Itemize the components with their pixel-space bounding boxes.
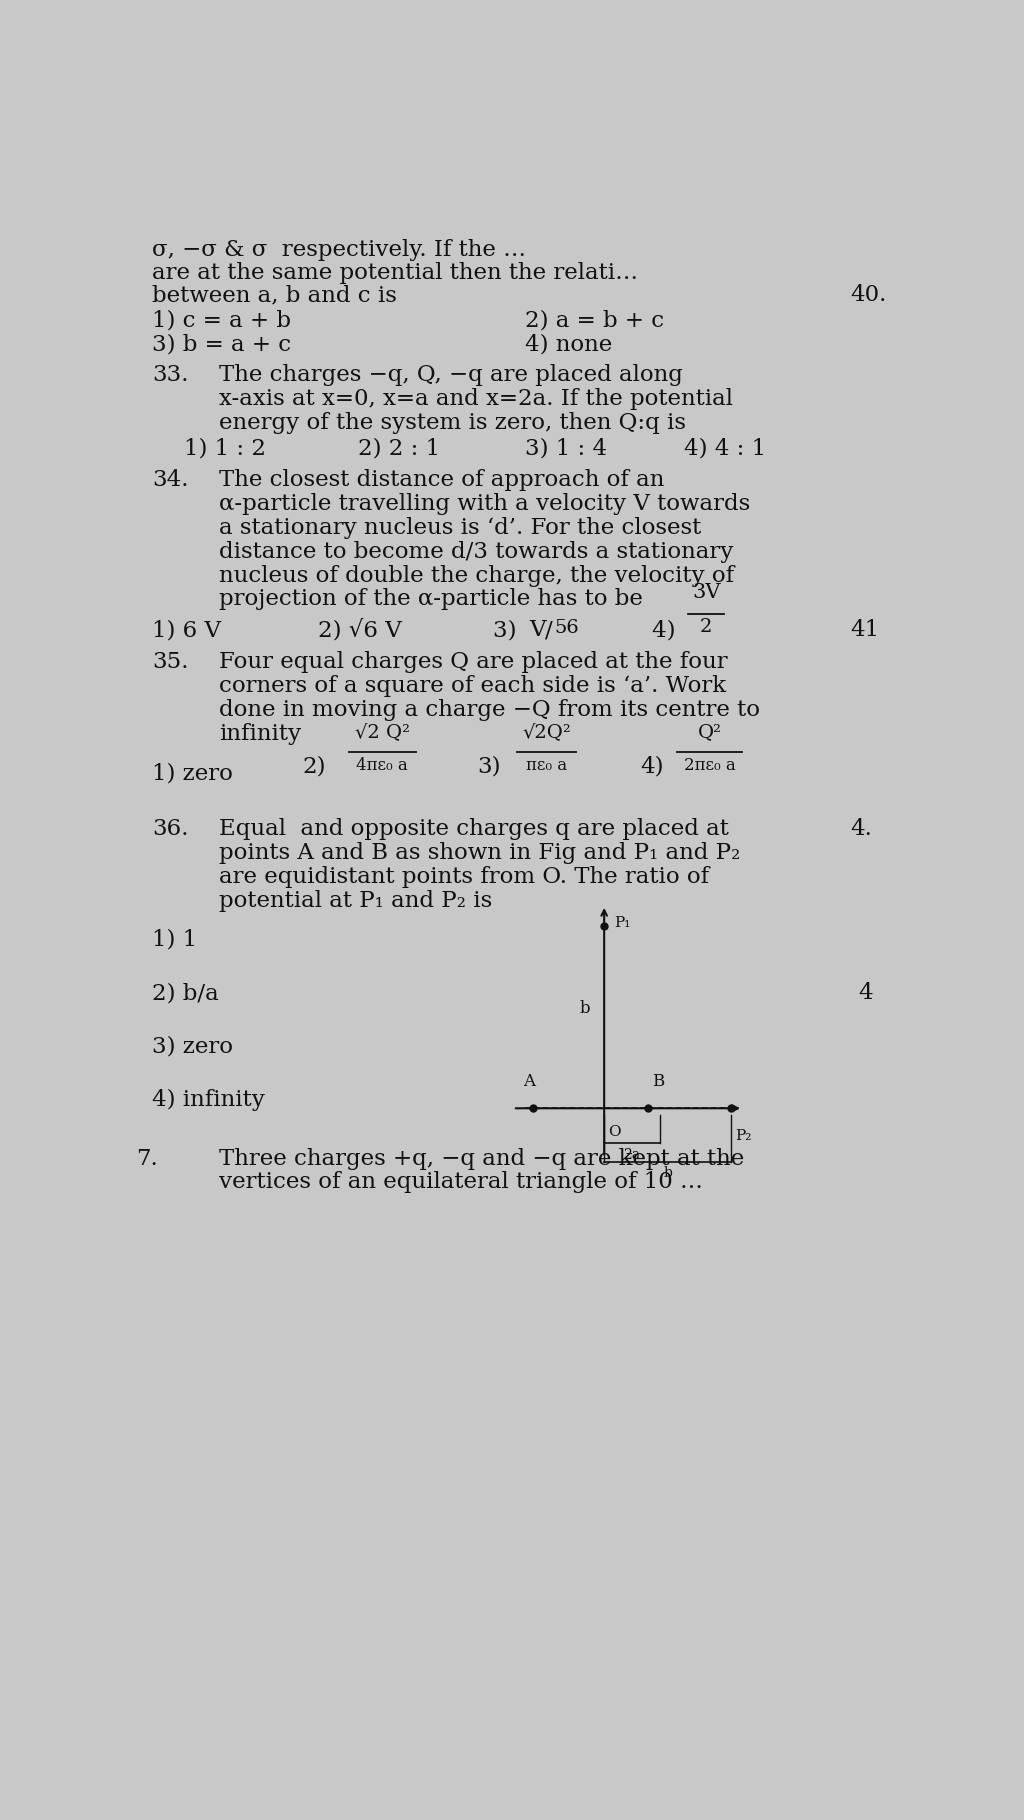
Text: 2a: 2a [624, 1148, 640, 1161]
Text: x-axis at x=0, x=a and x=2a. If the potential: x-axis at x=0, x=a and x=2a. If the pote… [219, 388, 733, 410]
Text: nucleus of double the charge, the velocity of: nucleus of double the charge, the veloci… [219, 564, 734, 586]
Text: 4) infinity: 4) infinity [152, 1088, 264, 1110]
Text: 4: 4 [858, 983, 872, 1005]
Text: Three charges +q, −q and −q are kept at the: Three charges +q, −q and −q are kept at … [219, 1148, 744, 1170]
Text: 4.: 4. [850, 819, 872, 841]
Text: 2) a = b + c: 2) a = b + c [524, 309, 664, 331]
Text: 2) 2 : 1: 2) 2 : 1 [358, 437, 440, 459]
Text: Four equal charges Q are placed at the four: Four equal charges Q are placed at the f… [219, 652, 728, 673]
Text: 1) 1: 1) 1 [152, 928, 197, 950]
Text: 2): 2) [303, 755, 326, 777]
Text: P₁: P₁ [613, 915, 630, 930]
Text: 2πε₀ a: 2πε₀ a [684, 757, 735, 774]
Text: √2Q²: √2Q² [522, 723, 571, 741]
Text: 33.: 33. [152, 364, 188, 386]
Text: 4πε₀ a: 4πε₀ a [356, 757, 409, 774]
Text: a stationary nucleus is ‘d’. For the closest: a stationary nucleus is ‘d’. For the clo… [219, 517, 701, 539]
Text: done in moving a charge −Q from its centre to: done in moving a charge −Q from its cent… [219, 699, 760, 721]
Text: b: b [580, 999, 590, 1017]
Text: 3) 1 : 4: 3) 1 : 4 [524, 437, 607, 459]
Text: between a, b and c is: between a, b and c is [152, 284, 396, 306]
Text: 34.: 34. [152, 470, 188, 491]
Text: projection of the α-particle has to be: projection of the α-particle has to be [219, 588, 643, 610]
Text: 41: 41 [850, 619, 880, 641]
Text: /: / [545, 619, 552, 641]
Text: 3) zero: 3) zero [152, 1036, 232, 1057]
Text: 7.: 7. [136, 1148, 158, 1170]
Text: energy of the system is zero, then Q:q is: energy of the system is zero, then Q:q i… [219, 411, 686, 433]
Text: distance to become d/3 towards a stationary: distance to become d/3 towards a station… [219, 541, 733, 562]
Text: The closest distance of approach of an: The closest distance of approach of an [219, 470, 665, 491]
Text: Q²: Q² [697, 723, 722, 741]
Text: points A and B as shown in Fig and P₁ and P₂: points A and B as shown in Fig and P₁ an… [219, 843, 740, 864]
Text: α-particle travelling with a velocity V towards: α-particle travelling with a velocity V … [219, 493, 751, 515]
Text: O: O [608, 1125, 621, 1139]
Text: potential at P₁ and P₂ is: potential at P₁ and P₂ is [219, 890, 493, 912]
Text: P₂: P₂ [735, 1128, 752, 1143]
Text: 1) 1 : 2: 1) 1 : 2 [183, 437, 265, 459]
Text: πε₀ a: πε₀ a [526, 757, 567, 774]
Text: B: B [652, 1074, 664, 1090]
Text: vertices of an equilateral triangle of 10 …: vertices of an equilateral triangle of 1… [219, 1172, 703, 1194]
Text: 36.: 36. [152, 819, 188, 841]
Text: 3): 3) [494, 619, 524, 641]
Text: Equal  and opposite charges q are placed at: Equal and opposite charges q are placed … [219, 819, 729, 841]
Text: 3V: 3V [692, 584, 721, 602]
Text: V: V [528, 619, 545, 641]
Text: 1) c = a + b: 1) c = a + b [152, 309, 291, 331]
Text: 3): 3) [477, 755, 501, 777]
Text: 1) 6 V: 1) 6 V [152, 619, 221, 641]
Text: The charges −q, Q, −q are placed along: The charges −q, Q, −q are placed along [219, 364, 683, 386]
Text: infinity: infinity [219, 723, 301, 744]
Text: 4): 4) [640, 755, 664, 777]
Text: σ, −σ & σ  respectively. If the …: σ, −σ & σ respectively. If the … [152, 240, 526, 262]
Text: are equidistant points from O. The ratio of: are equidistant points from O. The ratio… [219, 866, 710, 888]
Text: 4) none: 4) none [524, 333, 612, 355]
Text: b: b [664, 1167, 672, 1179]
Text: A: A [523, 1074, 535, 1090]
Text: are at the same potential then the relati…: are at the same potential then the relat… [152, 262, 638, 284]
Text: 35.: 35. [152, 652, 188, 673]
Text: 2) b/a: 2) b/a [152, 983, 218, 1005]
Text: 4): 4) [652, 619, 683, 641]
Text: 2) √6 V: 2) √6 V [318, 619, 402, 642]
Text: 40.: 40. [850, 284, 887, 306]
Text: 56: 56 [554, 619, 579, 637]
Text: 4) 4 : 1: 4) 4 : 1 [684, 437, 766, 459]
Text: 1) zero: 1) zero [152, 763, 232, 784]
Text: √2 Q²: √2 Q² [355, 723, 410, 741]
Text: 2: 2 [700, 617, 713, 635]
Text: 3) b = a + c: 3) b = a + c [152, 333, 291, 355]
Text: corners of a square of each side is ‘a’. Work: corners of a square of each side is ‘a’.… [219, 675, 726, 697]
